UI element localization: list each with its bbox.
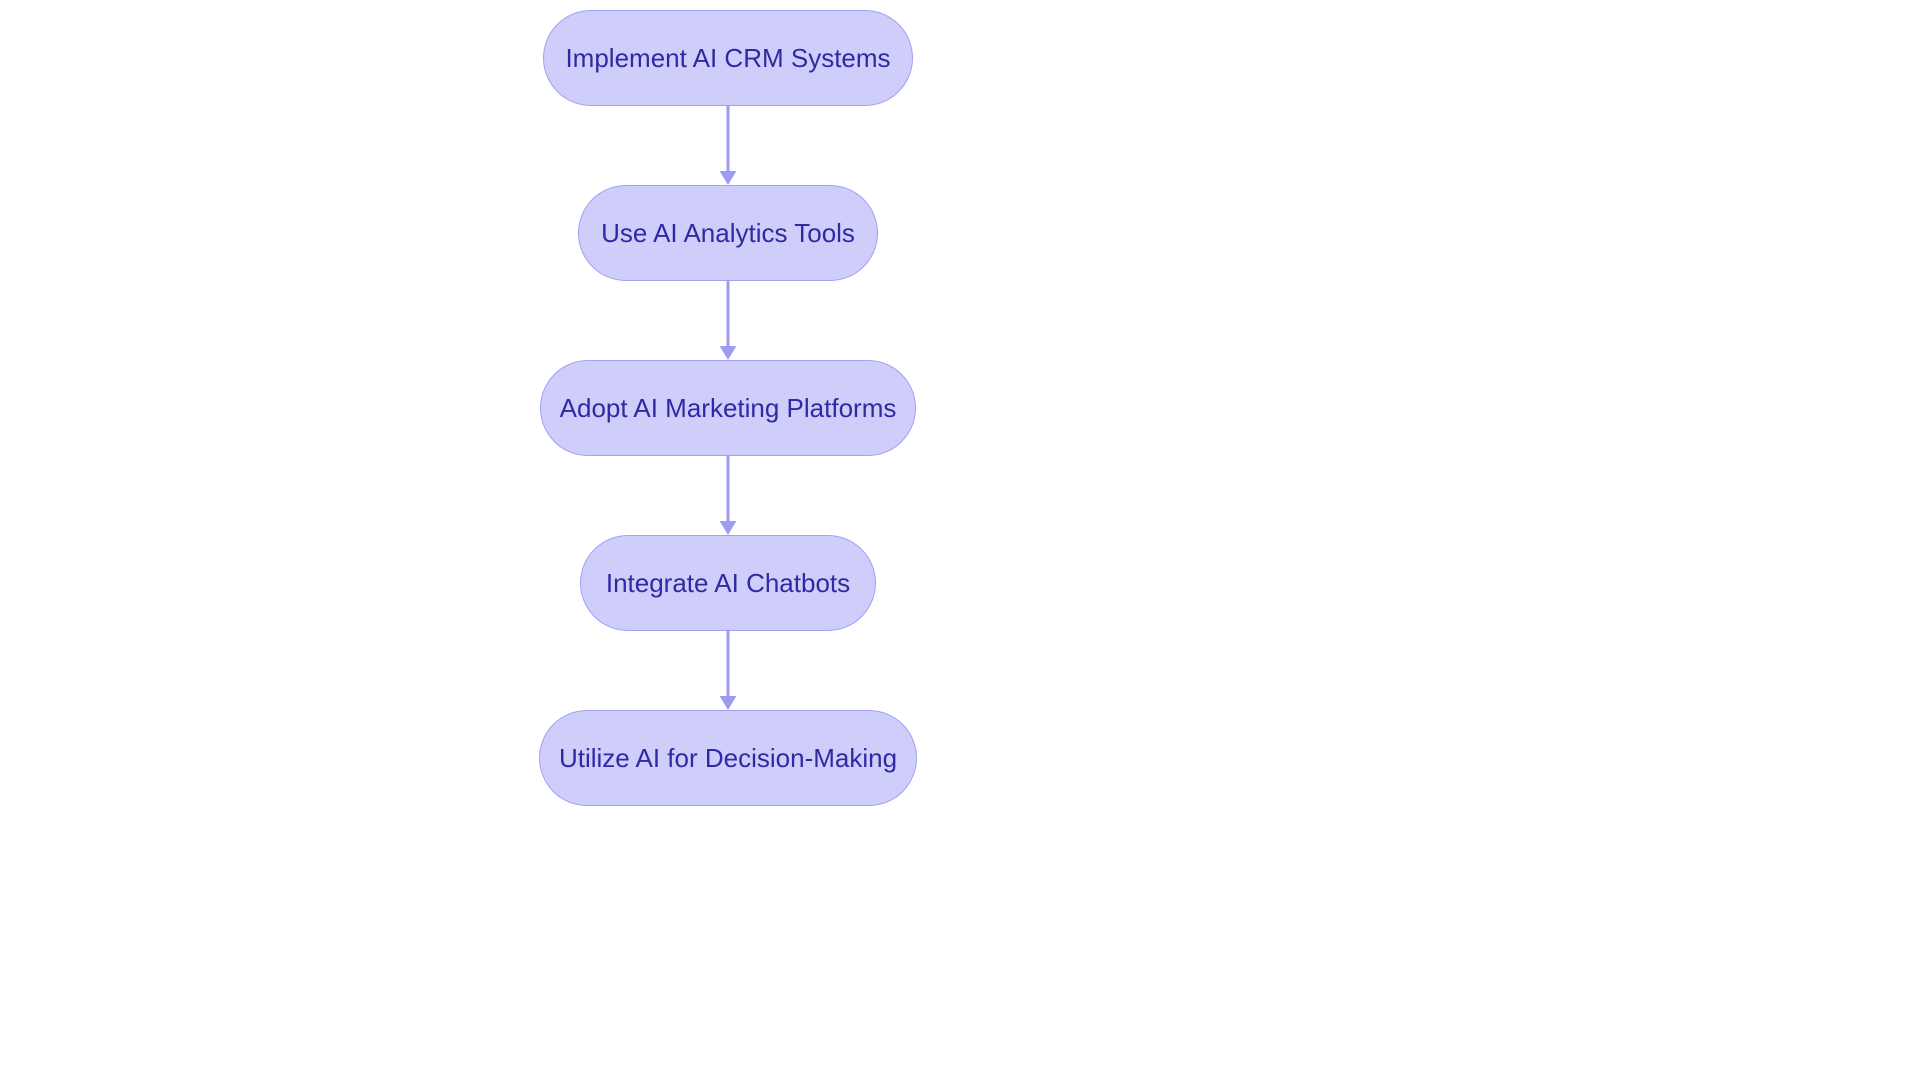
flowchart-canvas: Implement AI CRM SystemsUse AI Analytics… (0, 0, 1920, 1083)
flowchart-arrow (0, 0, 1920, 1083)
